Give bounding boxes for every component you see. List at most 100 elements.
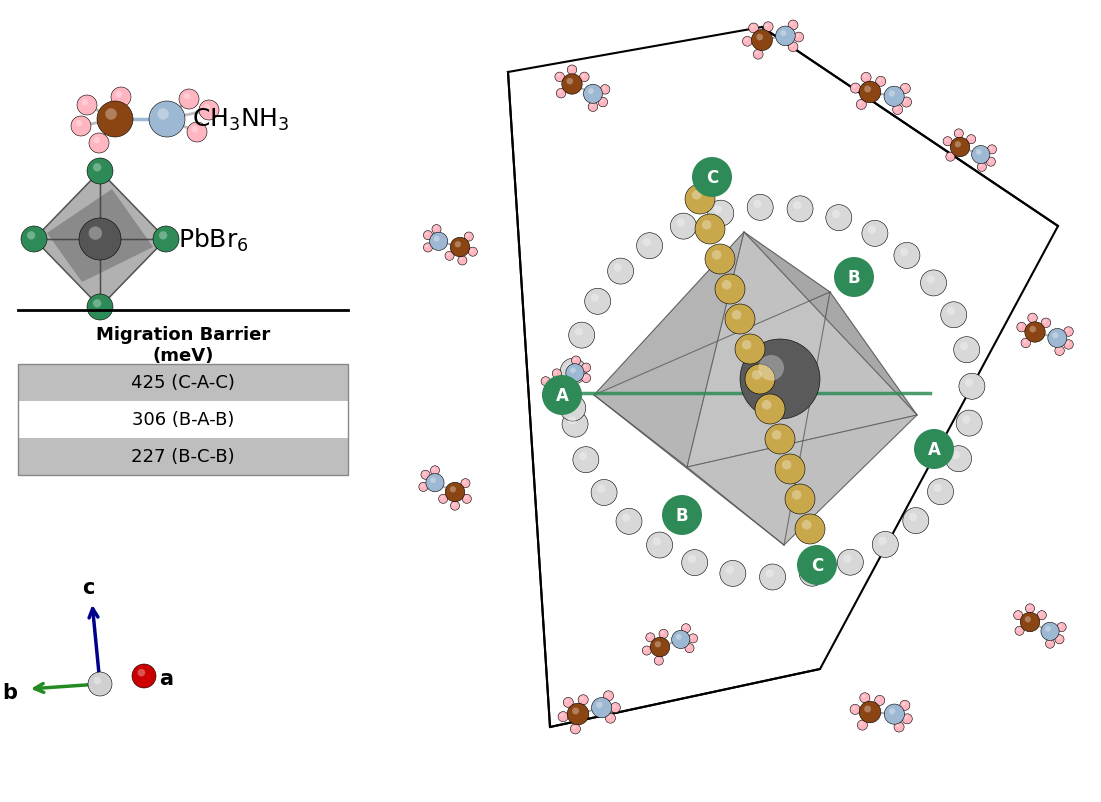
Circle shape [574,358,577,361]
Circle shape [672,630,690,649]
Circle shape [682,550,708,576]
Circle shape [894,243,920,269]
Circle shape [962,415,970,424]
Circle shape [850,704,860,715]
Polygon shape [784,293,917,545]
Circle shape [567,703,589,725]
Circle shape [688,555,696,564]
Text: 425 (C-A-C): 425 (C-A-C) [131,374,235,391]
Circle shape [560,714,564,717]
Circle shape [884,87,904,107]
FancyArrowPatch shape [34,683,97,692]
Circle shape [94,138,100,144]
Circle shape [588,89,593,95]
Circle shape [895,107,898,111]
Circle shape [902,98,912,108]
Circle shape [138,669,145,677]
Circle shape [967,136,975,144]
Circle shape [465,496,467,500]
Polygon shape [595,233,830,395]
Text: (meV): (meV) [152,346,214,365]
Circle shape [862,221,887,247]
Circle shape [643,239,651,247]
Text: C: C [706,168,718,187]
Circle shape [606,693,609,696]
Circle shape [421,471,430,480]
Circle shape [149,102,185,138]
Circle shape [1016,613,1018,616]
Circle shape [782,460,792,470]
Circle shape [588,103,598,112]
Circle shape [571,357,580,366]
Text: A: A [927,440,940,459]
Circle shape [157,109,168,120]
Circle shape [755,395,785,424]
Circle shape [688,634,698,643]
Circle shape [559,395,586,422]
Circle shape [762,400,772,410]
Circle shape [613,264,622,273]
Circle shape [927,479,953,505]
Circle shape [581,363,590,373]
Circle shape [559,398,562,401]
Circle shape [1057,623,1066,632]
Circle shape [558,91,562,95]
Circle shape [575,328,584,336]
Circle shape [467,234,469,237]
Circle shape [1021,613,1039,632]
Circle shape [908,513,917,521]
Circle shape [695,215,724,245]
Circle shape [948,155,951,158]
Circle shape [543,379,546,382]
Circle shape [450,238,470,257]
Circle shape [646,633,655,642]
Circle shape [1064,340,1073,350]
Text: 306 (B-A-B): 306 (B-A-B) [132,411,235,428]
Circle shape [602,87,606,91]
Text: A: A [556,387,568,404]
Circle shape [566,364,584,383]
Circle shape [903,508,929,534]
Circle shape [796,35,799,38]
Polygon shape [744,233,917,415]
Circle shape [802,520,811,530]
Polygon shape [687,233,917,468]
Circle shape [685,184,715,215]
Circle shape [573,726,576,729]
Circle shape [742,38,752,47]
Circle shape [794,33,804,43]
Circle shape [570,368,576,374]
Circle shape [795,514,825,545]
Circle shape [1029,326,1036,333]
Circle shape [1066,342,1069,345]
Circle shape [88,672,112,696]
Circle shape [708,201,733,227]
Circle shape [946,153,955,162]
Circle shape [445,483,465,502]
Circle shape [597,485,606,493]
Circle shape [655,642,661,647]
Circle shape [116,92,122,99]
Circle shape [989,160,991,163]
Circle shape [450,501,459,511]
Circle shape [580,697,584,700]
Circle shape [28,232,35,241]
Circle shape [553,382,559,388]
Circle shape [445,252,454,261]
Circle shape [682,624,690,633]
Circle shape [685,644,694,653]
Circle shape [947,308,955,316]
Circle shape [579,452,587,460]
Circle shape [1045,626,1051,632]
Circle shape [799,561,826,586]
Circle shape [579,73,589,83]
Circle shape [862,695,865,698]
Circle shape [826,205,852,231]
Circle shape [946,446,971,472]
Circle shape [751,26,754,29]
Circle shape [464,481,466,484]
Circle shape [570,724,580,734]
Circle shape [1042,318,1050,328]
Circle shape [567,79,573,85]
Circle shape [1057,348,1060,351]
